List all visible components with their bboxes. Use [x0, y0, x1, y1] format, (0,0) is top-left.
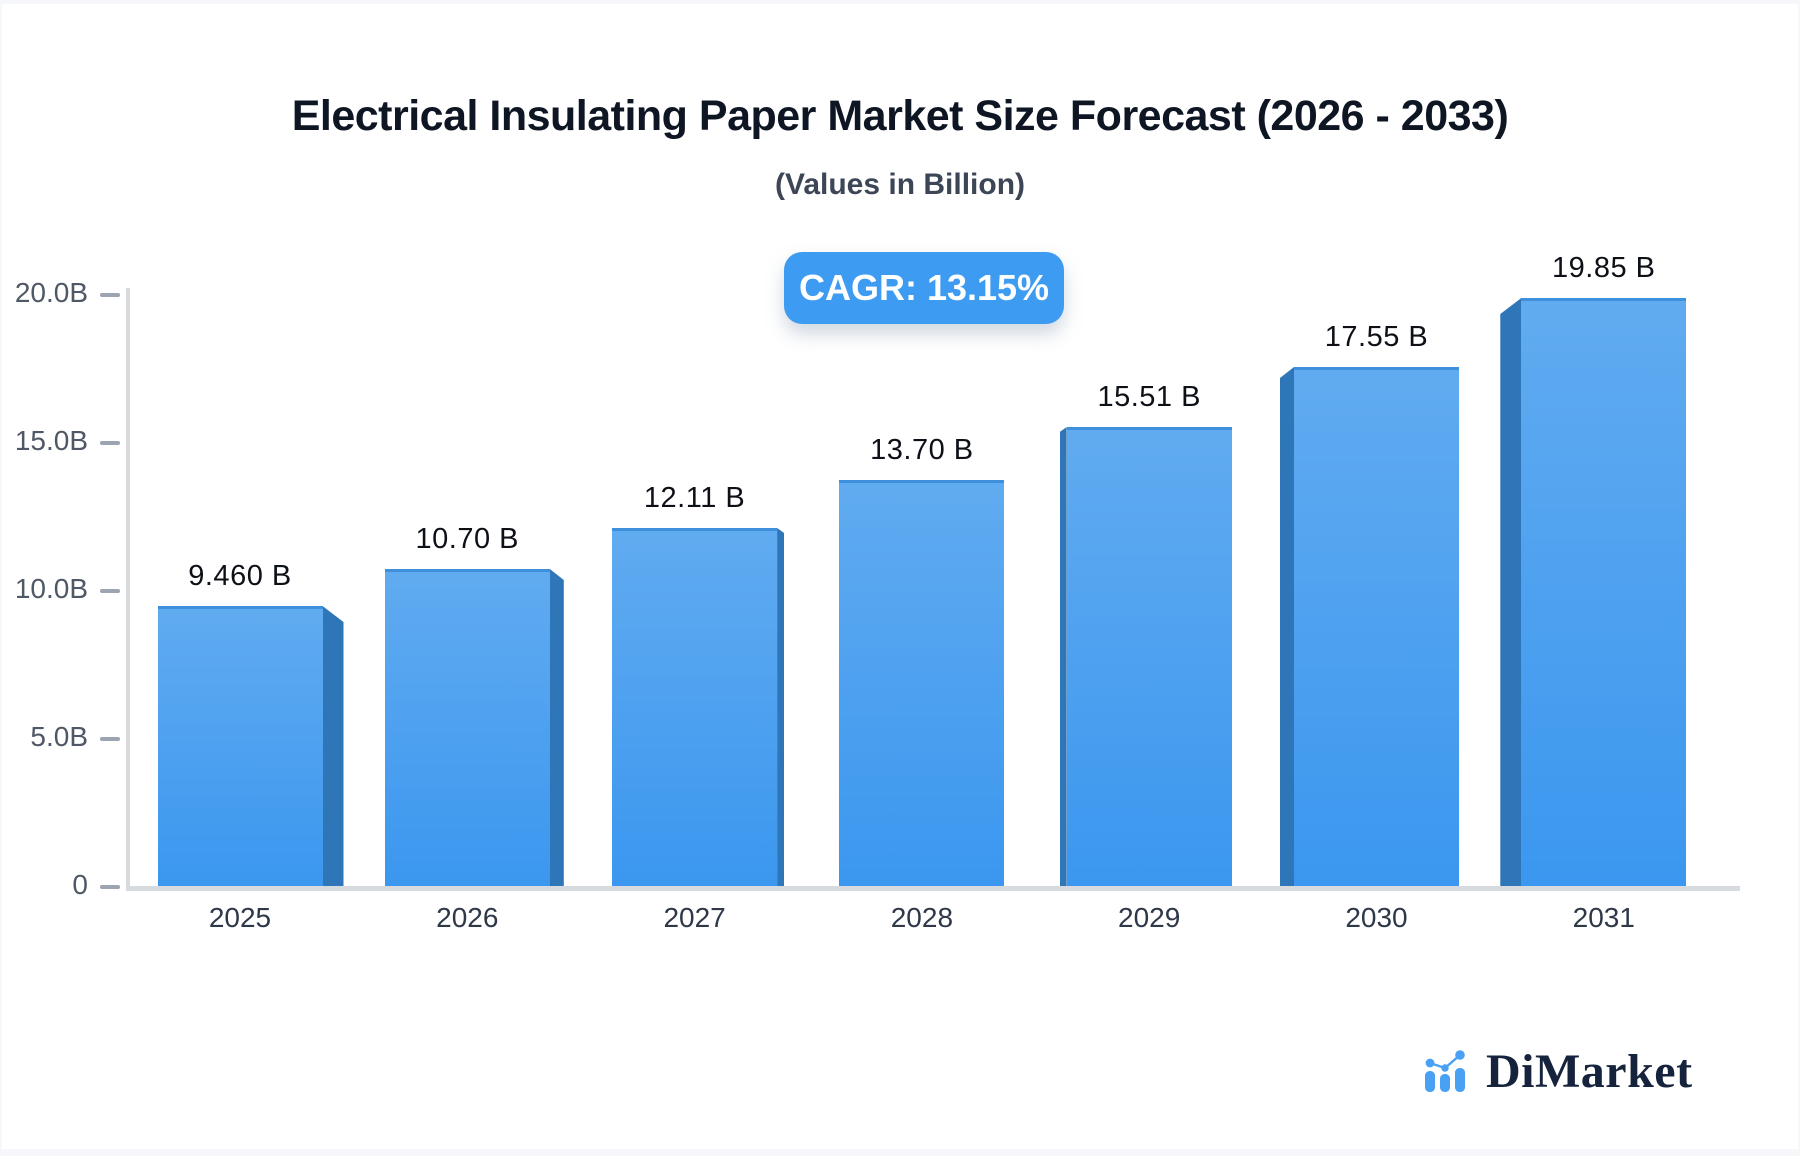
y-tick-dash	[100, 737, 120, 741]
bar-side-face	[1280, 367, 1294, 886]
bar	[384, 569, 550, 886]
brand-logo: DiMarket	[1424, 1044, 1693, 1096]
y-tick-dash	[100, 885, 120, 889]
page-edge-bottom	[0, 1149, 1800, 1156]
bar-value-label: 19.85 B	[1552, 252, 1656, 284]
x-tick-label: 2026	[436, 902, 499, 933]
y-tick-label: 15.0B	[14, 425, 88, 456]
bar-side-face	[549, 569, 564, 886]
page-edge-right	[1798, 0, 1800, 1156]
x-tick-label: 2025	[208, 902, 272, 933]
x-axis-line	[126, 886, 1740, 891]
chart-subtitle: (Values in Billion)	[774, 168, 1026, 201]
y-tick-label: 20.0B	[14, 277, 88, 308]
x-tick-label: 2029	[1118, 902, 1181, 933]
bar-value-label: 15.51 B	[1097, 381, 1201, 413]
bar-side-face	[1059, 427, 1067, 886]
page-edge-top	[0, 0, 1800, 4]
bar-value-label: 9.460 B	[188, 560, 292, 592]
bar	[1521, 298, 1687, 886]
x-tick-label: 2031	[1572, 902, 1635, 933]
x-tick-label: 2027	[663, 902, 726, 933]
bar	[839, 480, 1005, 886]
x-tick-label: 2028	[890, 902, 954, 933]
bar	[1294, 367, 1459, 886]
bar-side-face	[777, 528, 785, 886]
bar-value-label: 10.70 B	[415, 523, 520, 555]
bar-value-label: 17.55 B	[1324, 321, 1429, 353]
bar-side-face	[1500, 298, 1522, 886]
bar-value-label: 12.11 B	[643, 482, 746, 514]
y-tick-dash	[100, 293, 120, 297]
brand-name: DiMarket	[1486, 1045, 1693, 1098]
y-tick-label: 0	[72, 869, 88, 900]
bar-value-label: 13.70 B	[870, 434, 974, 466]
x-tick-label: 2030	[1345, 902, 1408, 933]
bar	[1066, 427, 1232, 886]
page-edge-left	[0, 0, 2, 1156]
y-tick-label: 5.0B	[30, 721, 88, 752]
y-tick-label: 10.0B	[14, 573, 88, 604]
bar	[612, 528, 778, 886]
bar-chart-trend-icon	[1425, 1050, 1465, 1092]
y-axis-line	[126, 288, 130, 890]
chart-title: Electrical Insulating Paper Market Size …	[291, 92, 1509, 140]
y-tick-dash	[100, 441, 120, 445]
cagr-badge: CAGR: 13.15%	[784, 252, 1064, 324]
bar-side-face	[322, 606, 344, 886]
y-tick-dash	[100, 589, 120, 593]
bar	[157, 606, 323, 886]
